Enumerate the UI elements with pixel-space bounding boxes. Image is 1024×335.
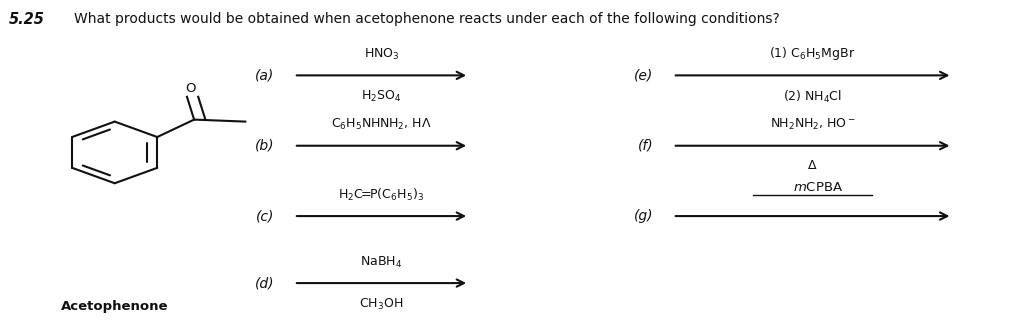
Text: HNO$_3$: HNO$_3$: [364, 47, 399, 62]
Text: Acetophenone: Acetophenone: [61, 300, 168, 313]
Text: 5.25: 5.25: [9, 12, 45, 27]
Text: C$_6$H$_5$NHNH$_2$, HΛ: C$_6$H$_5$NHNH$_2$, HΛ: [331, 117, 432, 132]
Text: (1) C$_6$H$_5$MgBr: (1) C$_6$H$_5$MgBr: [769, 45, 856, 62]
Text: NH$_2$NH$_2$, HO$^-$: NH$_2$NH$_2$, HO$^-$: [770, 117, 855, 132]
Text: Δ: Δ: [808, 159, 817, 172]
Text: (g): (g): [634, 209, 653, 223]
Text: (d): (d): [255, 276, 274, 290]
Text: CH$_3$OH: CH$_3$OH: [359, 296, 403, 312]
Text: H$_2$SO$_4$: H$_2$SO$_4$: [361, 89, 401, 104]
Text: (c): (c): [256, 209, 274, 223]
Text: NaBH$_4$: NaBH$_4$: [360, 255, 402, 270]
Text: (2) NH$_4$Cl: (2) NH$_4$Cl: [783, 89, 842, 105]
Text: (e): (e): [634, 68, 653, 82]
Text: (b): (b): [255, 139, 274, 153]
Text: What products would be obtained when acetophenone reacts under each of the follo: What products would be obtained when ace…: [74, 12, 779, 26]
Text: $\mathit{m}$CPBA: $\mathit{m}$CPBA: [793, 181, 843, 194]
Text: O: O: [184, 82, 196, 95]
Text: H$_2$C$\!\!=\!\!$P(C$_6$H$_5$)$_3$: H$_2$C$\!\!=\!\!$P(C$_6$H$_5$)$_3$: [339, 187, 424, 203]
Text: (f): (f): [638, 139, 653, 153]
Text: (a): (a): [255, 68, 274, 82]
